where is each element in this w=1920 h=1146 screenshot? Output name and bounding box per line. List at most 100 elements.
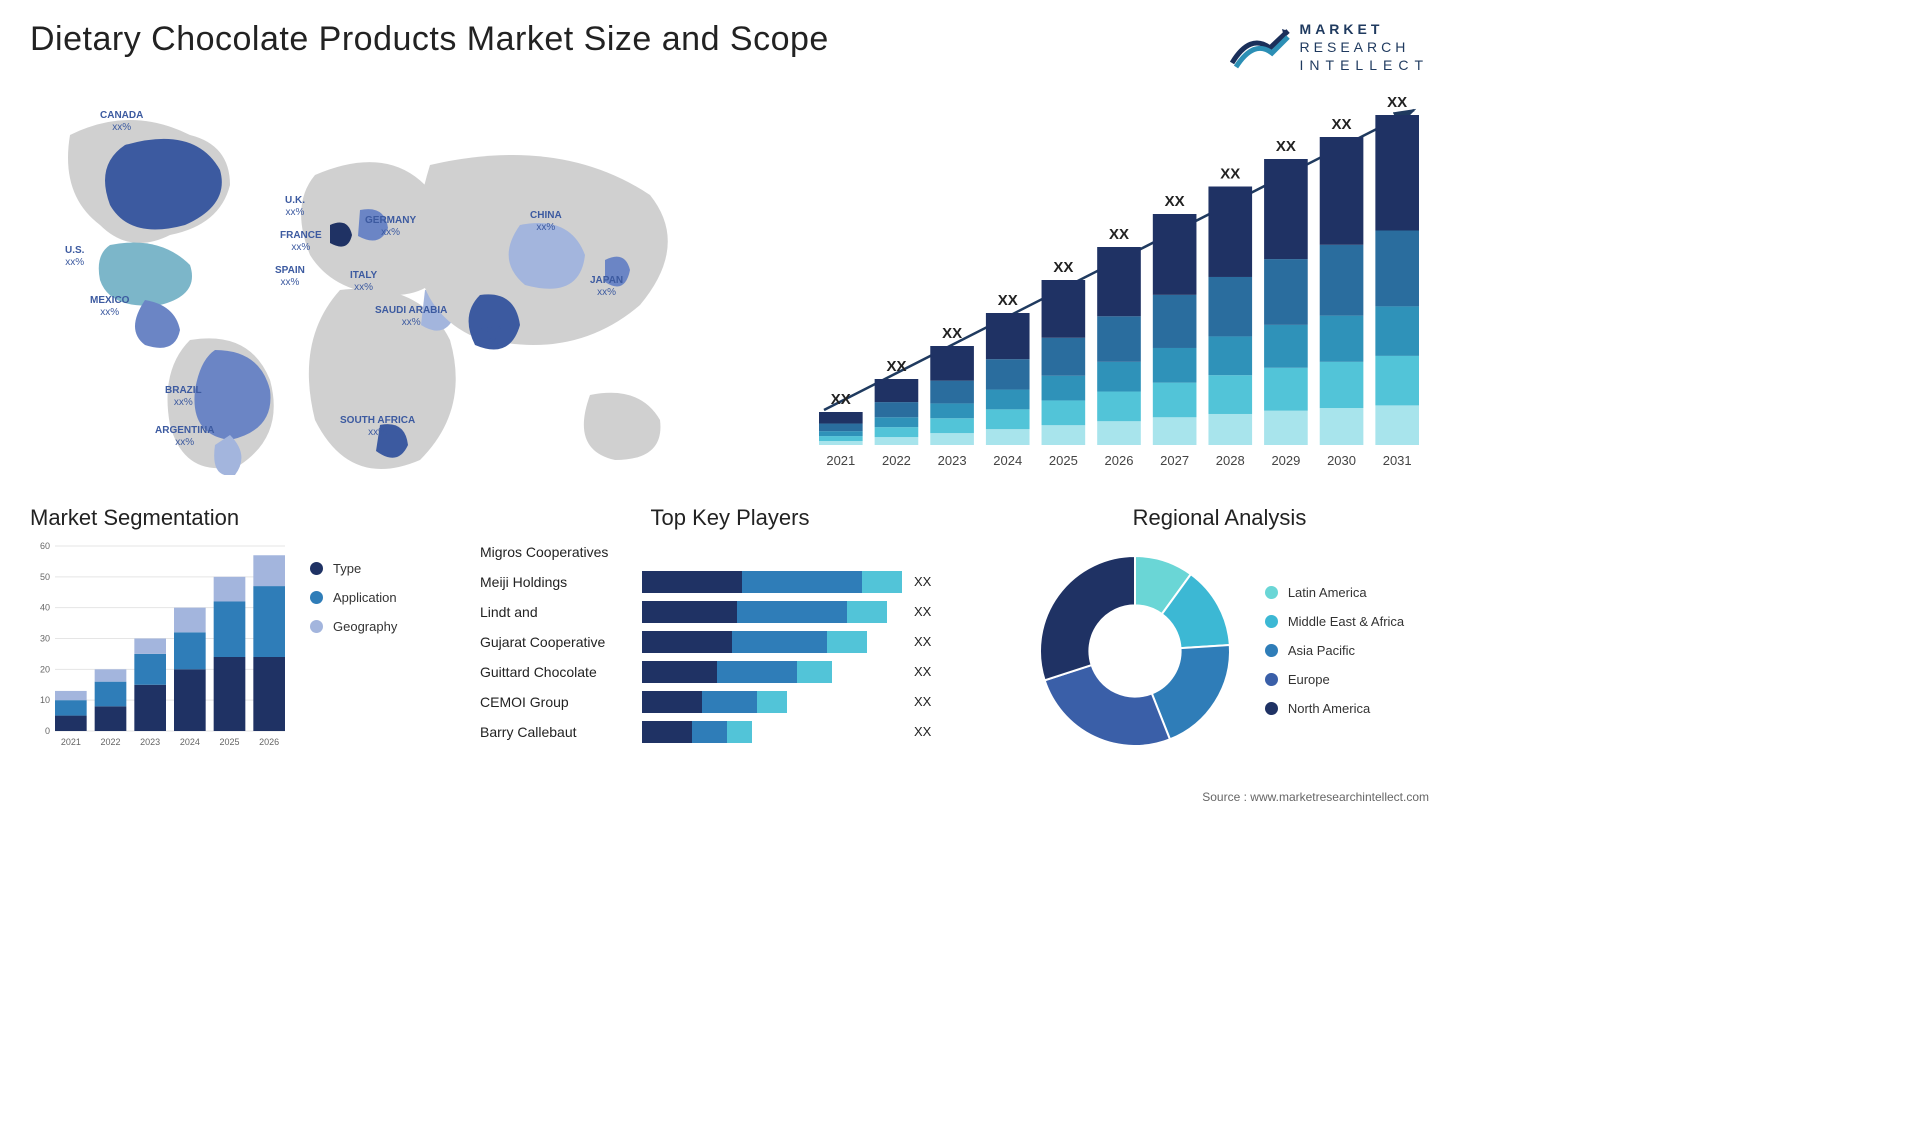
map-label-south-africa: SOUTH AFRICAxx%	[340, 415, 415, 439]
map-label-japan: JAPANxx%	[590, 275, 623, 299]
svg-text:30: 30	[40, 633, 50, 643]
player-name: Barry Callebaut	[480, 724, 630, 740]
seg-legend-type: Type	[310, 561, 397, 576]
source-attribution: Source : www.marketresearchintellect.com	[1202, 790, 1429, 804]
svg-text:XX: XX	[1276, 138, 1296, 155]
player-name: Meiji Holdings	[480, 574, 630, 590]
segmentation-title: Market Segmentation	[30, 505, 450, 531]
svg-text:2023: 2023	[938, 453, 967, 468]
player-value: XX	[914, 724, 931, 739]
player-value: XX	[914, 634, 931, 649]
svg-text:XX: XX	[1109, 226, 1129, 243]
regional-legend: Latin America Middle East & Africa Asia Pa…	[1265, 585, 1404, 716]
player-name: Migros Cooperatives	[480, 544, 630, 560]
svg-text:20: 20	[40, 664, 50, 674]
svg-text:XX: XX	[1220, 165, 1240, 182]
main-bar-chart: XX2021XX2022XX2023XX2024XX2025XX2026XX20…	[809, 95, 1429, 475]
svg-text:2022: 2022	[882, 453, 911, 468]
regional-legend-item: Middle East & Africa	[1265, 614, 1404, 629]
svg-text:2025: 2025	[219, 737, 239, 747]
regional-legend-item: Europe	[1265, 672, 1404, 687]
svg-text:2029: 2029	[1271, 453, 1300, 468]
player-bar	[642, 721, 902, 743]
map-label-saudi-arabia: SAUDI ARABIAxx%	[375, 305, 447, 329]
logo-line-1: MARKET	[1300, 20, 1384, 38]
map-label-brazil: BRAZILxx%	[165, 385, 202, 409]
logo-swoosh-icon	[1230, 23, 1290, 71]
player-value: XX	[914, 664, 931, 679]
player-value: XX	[914, 604, 931, 619]
player-value: XX	[914, 574, 931, 589]
svg-text:10: 10	[40, 695, 50, 705]
segmentation-panel: Market Segmentation 0 10 20 30 40 50 60 2021 202…	[30, 505, 450, 751]
world-map: CANADAxx% U.S.xx% MEXICOxx% BRAZILxx% ARGENT…	[30, 95, 769, 475]
player-bar	[642, 601, 902, 623]
segmentation-legend: Type Application Geography	[310, 561, 397, 634]
map-label-u-k-: U.K.xx%	[285, 195, 305, 219]
logo-line-2: RESEARCH	[1300, 38, 1410, 56]
svg-text:2031: 2031	[1383, 453, 1412, 468]
svg-text:XX: XX	[886, 358, 906, 375]
brand-logo: MARKET RESEARCH INTELLECT	[1230, 20, 1429, 75]
seg-legend-application: Application	[310, 590, 397, 605]
players-list: Migros CooperativesMeiji HoldingsXXLindt…	[480, 541, 980, 743]
player-name: Guittard Chocolate	[480, 664, 630, 680]
map-label-spain: SPAINxx%	[275, 265, 305, 289]
svg-text:40: 40	[40, 602, 50, 612]
regional-panel: Regional Analysis Latin America Middle Ea…	[1010, 505, 1429, 751]
svg-text:2021: 2021	[826, 453, 855, 468]
svg-text:2028: 2028	[1216, 453, 1245, 468]
regional-donut	[1035, 551, 1235, 751]
svg-text:2025: 2025	[1049, 453, 1078, 468]
page-title: Dietary Chocolate Products Market Size a…	[30, 20, 829, 59]
player-row: Gujarat Cooperative XX	[480, 631, 980, 653]
svg-text:XX: XX	[1332, 116, 1352, 133]
player-row: CEMOI Group XX	[480, 691, 980, 713]
map-label-france: FRANCExx%	[280, 230, 322, 254]
svg-text:XX: XX	[942, 325, 962, 342]
map-label-canada: CANADAxx%	[100, 110, 143, 134]
map-label-italy: ITALYxx%	[350, 270, 377, 294]
svg-text:2022: 2022	[100, 737, 120, 747]
svg-text:2030: 2030	[1327, 453, 1356, 468]
player-bar	[642, 691, 902, 713]
player-row: Migros Cooperatives	[480, 541, 980, 563]
svg-text:0: 0	[45, 726, 50, 736]
svg-text:2021: 2021	[61, 737, 81, 747]
player-bar	[642, 661, 902, 683]
player-row: Guittard Chocolate XX	[480, 661, 980, 683]
map-label-india: INDIAxx%	[475, 325, 502, 349]
regional-legend-item: North America	[1265, 701, 1404, 716]
map-label-china: CHINAxx%	[530, 210, 562, 234]
map-label-argentina: ARGENTINAxx%	[155, 425, 214, 449]
player-value: XX	[914, 694, 931, 709]
regional-title: Regional Analysis	[1010, 505, 1429, 531]
svg-text:2024: 2024	[180, 737, 200, 747]
map-label-u-s-: U.S.xx%	[65, 245, 84, 269]
players-title: Top Key Players	[480, 505, 980, 531]
svg-text:2027: 2027	[1160, 453, 1189, 468]
svg-text:XX: XX	[998, 292, 1018, 309]
svg-text:XX: XX	[1387, 95, 1407, 111]
logo-line-3: INTELLECT	[1300, 56, 1429, 74]
svg-text:2023: 2023	[140, 737, 160, 747]
player-row: Barry Callebaut XX	[480, 721, 980, 743]
player-name: Lindt and	[480, 604, 630, 620]
player-bar	[642, 571, 902, 593]
svg-text:XX: XX	[831, 391, 851, 408]
regional-legend-item: Latin America	[1265, 585, 1404, 600]
player-row: Meiji Holdings XX	[480, 571, 980, 593]
seg-legend-geography: Geography	[310, 619, 397, 634]
regional-legend-item: Asia Pacific	[1265, 643, 1404, 658]
svg-text:60: 60	[40, 541, 50, 551]
svg-text:2024: 2024	[993, 453, 1022, 468]
segmentation-chart: 0 10 20 30 40 50 60 2021 2022 2023 2024 2025 2026	[30, 541, 290, 751]
svg-text:2026: 2026	[259, 737, 279, 747]
player-name: CEMOI Group	[480, 694, 630, 710]
svg-text:XX: XX	[1165, 193, 1185, 210]
player-row: Lindt and XX	[480, 601, 980, 623]
player-name: Gujarat Cooperative	[480, 634, 630, 650]
map-label-mexico: MEXICOxx%	[90, 295, 129, 319]
svg-text:50: 50	[40, 571, 50, 581]
svg-text:XX: XX	[1053, 259, 1073, 276]
